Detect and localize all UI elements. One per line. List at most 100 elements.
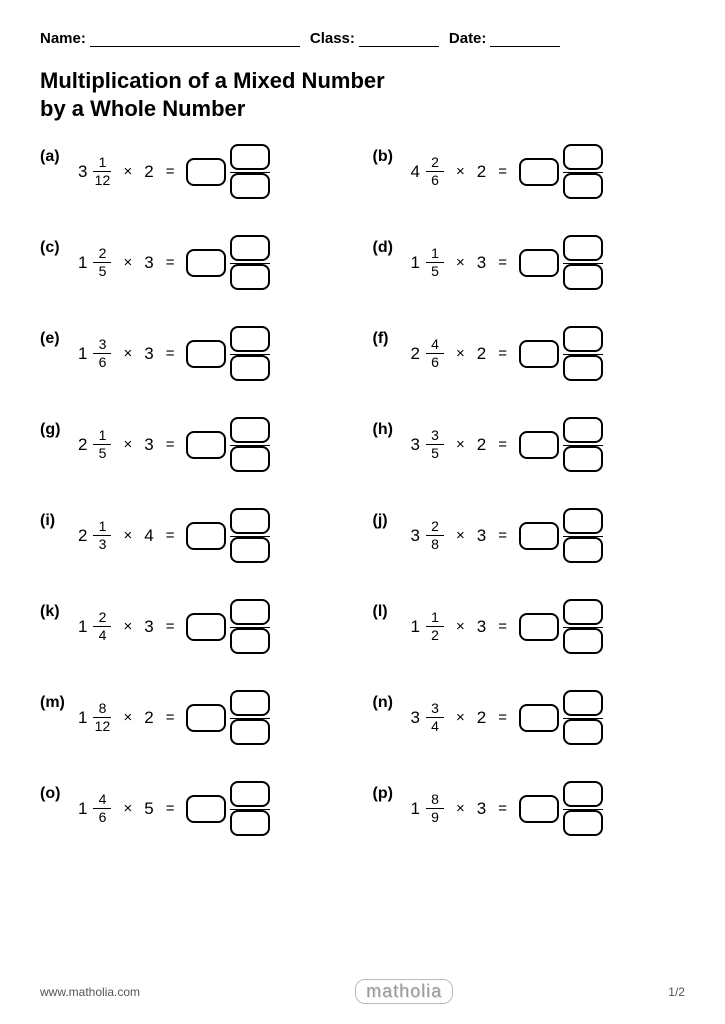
fraction-part: 36 <box>93 337 111 369</box>
answer-fraction-bar <box>563 354 603 355</box>
fraction-part: 13 <box>93 519 111 551</box>
answer-numerator-box[interactable] <box>230 508 270 534</box>
multiply-symbol: × <box>454 254 467 271</box>
whole-part: 4 <box>411 162 420 182</box>
mixed-number: 213 <box>78 519 111 551</box>
answer-fraction-boxes <box>230 235 270 290</box>
equals-symbol: = <box>496 618 509 635</box>
answer-whole-box[interactable] <box>186 795 226 823</box>
multiply-symbol: × <box>454 345 467 362</box>
answer-denominator-box[interactable] <box>230 537 270 563</box>
answer-numerator-box[interactable] <box>563 417 603 443</box>
mixed-number: 3112 <box>78 155 111 187</box>
answer-numerator-box[interactable] <box>563 599 603 625</box>
multiplier: 3 <box>477 617 486 637</box>
numerator: 1 <box>431 246 439 262</box>
denominator: 4 <box>99 627 107 643</box>
answer-denominator-box[interactable] <box>563 628 603 654</box>
denominator: 2 <box>431 627 439 643</box>
answer-whole-box[interactable] <box>186 704 226 732</box>
answer-whole-box[interactable] <box>519 431 559 459</box>
answer-numerator-box[interactable] <box>230 235 270 261</box>
answer-denominator-box[interactable] <box>230 173 270 199</box>
answer-numerator-box[interactable] <box>563 326 603 352</box>
denominator: 6 <box>99 809 107 825</box>
answer-whole-box[interactable] <box>186 249 226 277</box>
multiplier: 2 <box>477 435 486 455</box>
answer-denominator-box[interactable] <box>230 628 270 654</box>
equals-symbol: = <box>164 436 177 453</box>
equals-symbol: = <box>496 709 509 726</box>
date-input-line[interactable] <box>490 31 560 48</box>
mixed-number: 146 <box>78 792 111 824</box>
fraction-part: 24 <box>93 610 111 642</box>
answer-boxes <box>519 781 603 836</box>
answer-whole-box[interactable] <box>519 704 559 732</box>
answer-numerator-box[interactable] <box>230 326 270 352</box>
answer-whole-box[interactable] <box>186 522 226 550</box>
answer-whole-box[interactable] <box>519 158 559 186</box>
problem-h: (h)335×2= <box>373 417 686 472</box>
answer-fraction-boxes <box>563 326 603 381</box>
answer-whole-box[interactable] <box>186 431 226 459</box>
whole-part: 1 <box>78 253 87 273</box>
answer-denominator-box[interactable] <box>230 719 270 745</box>
answer-numerator-box[interactable] <box>230 781 270 807</box>
answer-denominator-box[interactable] <box>563 537 603 563</box>
answer-denominator-box[interactable] <box>230 810 270 836</box>
whole-part: 1 <box>411 253 420 273</box>
numerator: 2 <box>431 519 439 535</box>
answer-denominator-box[interactable] <box>563 173 603 199</box>
answer-numerator-box[interactable] <box>230 417 270 443</box>
answer-denominator-box[interactable] <box>230 264 270 290</box>
problem-a: (a)3112×2= <box>40 144 353 199</box>
numerator: 3 <box>431 701 439 717</box>
equals-symbol: = <box>496 527 509 544</box>
name-input-line[interactable] <box>90 31 300 48</box>
fraction-part: 15 <box>426 246 444 278</box>
answer-numerator-box[interactable] <box>563 690 603 716</box>
page-number: 1/2 <box>668 985 685 999</box>
answer-whole-box[interactable] <box>519 340 559 368</box>
problem-label: (e) <box>40 326 68 348</box>
answer-fraction-boxes <box>563 508 603 563</box>
answer-fraction-bar <box>230 627 270 628</box>
answer-fraction-boxes <box>563 235 603 290</box>
date-label: Date: <box>449 30 487 47</box>
answer-whole-box[interactable] <box>186 340 226 368</box>
answer-whole-box[interactable] <box>186 158 226 186</box>
answer-numerator-box[interactable] <box>563 144 603 170</box>
multiplier: 3 <box>477 799 486 819</box>
multiply-symbol: × <box>121 436 134 453</box>
mixed-number: 426 <box>411 155 444 187</box>
answer-denominator-box[interactable] <box>563 719 603 745</box>
answer-numerator-box[interactable] <box>230 599 270 625</box>
answer-denominator-box[interactable] <box>563 810 603 836</box>
answer-denominator-box[interactable] <box>230 446 270 472</box>
answer-whole-box[interactable] <box>519 249 559 277</box>
answer-fraction-boxes <box>563 417 603 472</box>
answer-whole-box[interactable] <box>519 522 559 550</box>
answer-denominator-box[interactable] <box>563 355 603 381</box>
answer-numerator-box[interactable] <box>230 690 270 716</box>
problem-c: (c)125×3= <box>40 235 353 290</box>
equals-symbol: = <box>496 254 509 271</box>
answer-numerator-box[interactable] <box>563 235 603 261</box>
answer-whole-box[interactable] <box>186 613 226 641</box>
answer-numerator-box[interactable] <box>563 781 603 807</box>
multiplier: 3 <box>144 344 153 364</box>
answer-numerator-box[interactable] <box>563 508 603 534</box>
answer-numerator-box[interactable] <box>230 144 270 170</box>
answer-fraction-boxes <box>230 781 270 836</box>
answer-whole-box[interactable] <box>519 795 559 823</box>
numerator: 8 <box>431 792 439 808</box>
denominator: 3 <box>99 536 107 552</box>
answer-whole-box[interactable] <box>519 613 559 641</box>
mixed-number: 334 <box>411 701 444 733</box>
class-input-line[interactable] <box>359 31 439 48</box>
answer-denominator-box[interactable] <box>563 264 603 290</box>
answer-denominator-box[interactable] <box>230 355 270 381</box>
answer-denominator-box[interactable] <box>563 446 603 472</box>
answer-fraction-bar <box>563 445 603 446</box>
class-label: Class: <box>310 30 355 47</box>
